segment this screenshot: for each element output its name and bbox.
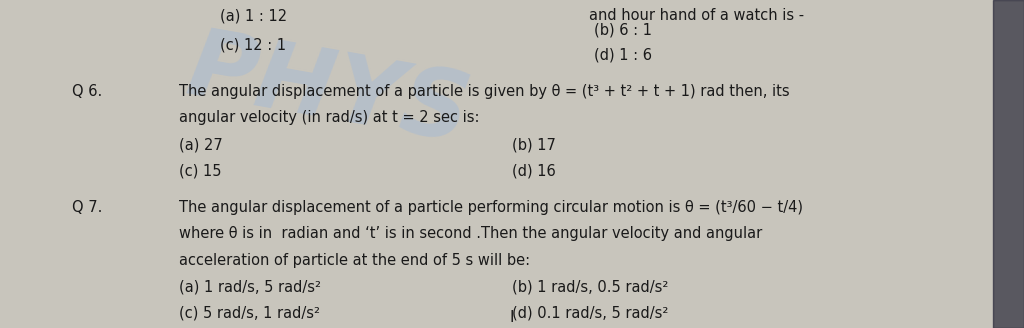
Text: The angular displacement of a particle is given by θ = (t³ + t² + t + 1) rad the: The angular displacement of a particle i… xyxy=(179,84,790,99)
Text: (d) 0.1 rad/s, 5 rad/s²: (d) 0.1 rad/s, 5 rad/s² xyxy=(512,306,669,321)
Text: Q 6.: Q 6. xyxy=(72,84,102,99)
Text: (a) 27: (a) 27 xyxy=(179,138,223,153)
Text: (d) 16: (d) 16 xyxy=(512,164,556,179)
Text: (c) 15: (c) 15 xyxy=(179,164,222,179)
Text: (b) 1 rad/s, 0.5 rad/s²: (b) 1 rad/s, 0.5 rad/s² xyxy=(512,279,669,295)
Text: (c) 12 : 1: (c) 12 : 1 xyxy=(220,38,287,53)
Text: where θ is in  radian and ‘t’ is in second .Then the angular velocity and angula: where θ is in radian and ‘t’ is in secon… xyxy=(179,226,763,241)
Text: (b) 17: (b) 17 xyxy=(512,138,556,153)
Text: (a) 1 : 12: (a) 1 : 12 xyxy=(220,8,288,23)
Text: angular velocity (in rad/s) at t = 2 sec is:: angular velocity (in rad/s) at t = 2 sec… xyxy=(179,110,479,125)
Text: (c) 5 rad/s, 1 rad/s²: (c) 5 rad/s, 1 rad/s² xyxy=(179,306,321,321)
Text: (d) 1 : 6: (d) 1 : 6 xyxy=(594,48,652,63)
Text: (b) 6 : 1: (b) 6 : 1 xyxy=(594,23,652,38)
Text: The angular displacement of a particle performing circular motion is θ = (t³/60 : The angular displacement of a particle p… xyxy=(179,200,803,215)
Text: acceleration of particle at the end of 5 s will be:: acceleration of particle at the end of 5… xyxy=(179,253,530,268)
Bar xyxy=(993,0,1024,328)
Text: Q 7.: Q 7. xyxy=(72,200,102,215)
Text: (a) 1 rad/s, 5 rad/s²: (a) 1 rad/s, 5 rad/s² xyxy=(179,279,322,295)
Text: PHYS: PHYS xyxy=(179,22,476,162)
Text: and hour hand of a watch is -: and hour hand of a watch is - xyxy=(589,8,804,23)
Text: I: I xyxy=(510,310,514,325)
